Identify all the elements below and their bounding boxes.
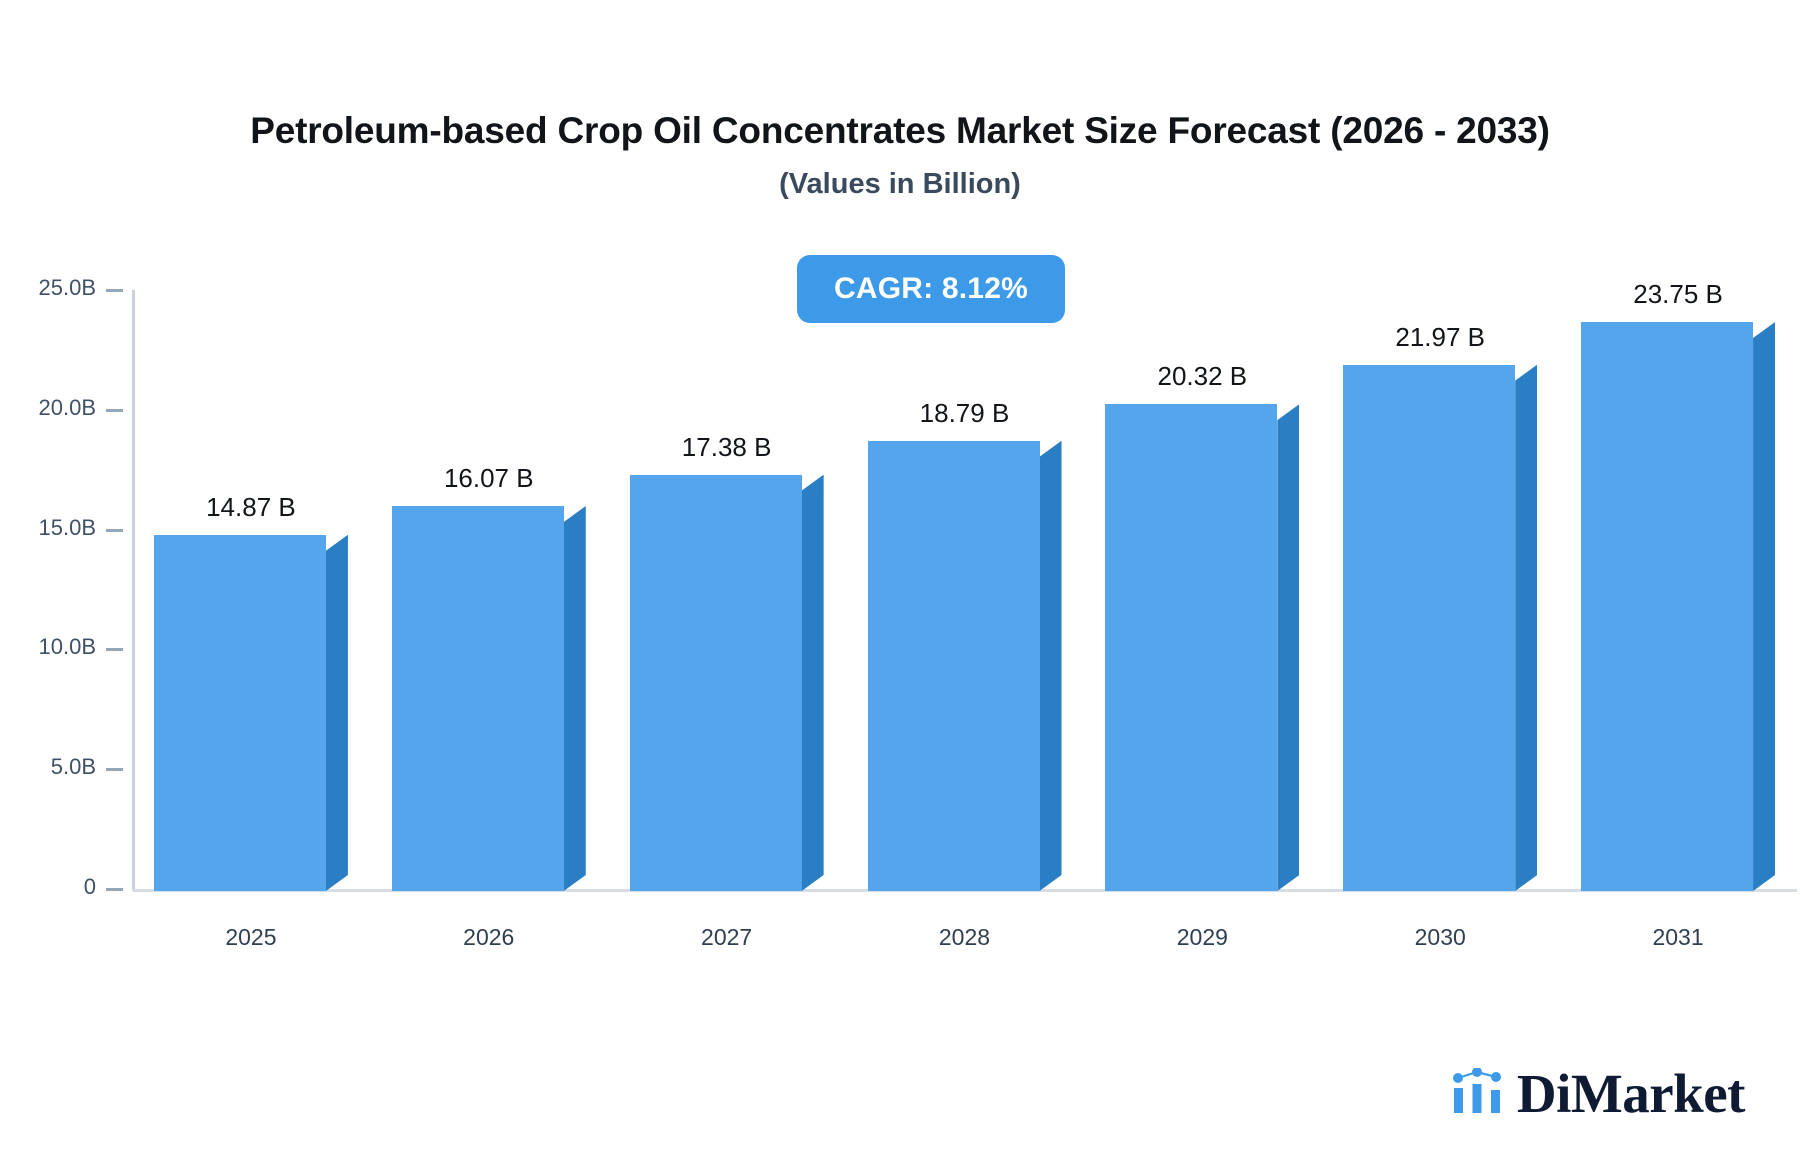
bar-group: 18.79 B 2028 <box>132 0 1797 1156</box>
bar-value-label: 20.32 B <box>1157 361 1248 392</box>
x-axis-tick-label: 2028 <box>938 924 991 950</box>
bar-side-face <box>802 475 824 891</box>
y-axis-line <box>132 290 135 891</box>
bar-value-label: 16.07 B <box>443 462 534 493</box>
bar[interactable] <box>1105 404 1278 891</box>
bar[interactable] <box>1343 364 1516 891</box>
y-axis-tick-mark <box>106 408 123 412</box>
y-axis-tick-label: 15.0B <box>38 514 97 540</box>
x-axis-tick-label: 2026 <box>463 924 515 950</box>
x-axis-tick-label: 2025 <box>225 924 277 950</box>
cagr-badge-label: CAGR: 8.12% <box>834 272 1028 305</box>
bar-group: 14.87 B 2025 <box>132 0 1797 1156</box>
dimarket-logo: DiMarket <box>1452 1063 1746 1124</box>
bar-side-face-shade <box>1277 404 1299 891</box>
bar-side-face-shade <box>326 535 348 891</box>
y-axis-tick-label: 20.0B <box>38 394 97 420</box>
bar-value-label: 17.38 B <box>681 431 772 462</box>
bar-side-face <box>1753 322 1775 891</box>
bar-value-label: 21.97 B <box>1395 321 1486 352</box>
y-axis-tick-label: 10.0B <box>38 634 97 660</box>
bar-chart-logo-icon <box>1452 1067 1504 1119</box>
bar-side-face <box>1277 404 1299 891</box>
bar-side-face <box>1040 441 1062 891</box>
bar-group: 16.07 B 2026 <box>132 0 1797 1156</box>
bar-side-face <box>1515 365 1537 891</box>
y-axis-tick-mark <box>106 768 123 772</box>
bar[interactable] <box>391 505 564 891</box>
y-axis-tick-mark <box>106 888 123 891</box>
bar-group: 21.97 B 2030 <box>132 0 1797 1156</box>
y-axis-tick-mark <box>106 648 123 652</box>
y-axis-tick-label: 0 <box>83 874 96 899</box>
bar[interactable] <box>629 474 802 891</box>
y-axis-tick-label: 5.0B <box>50 754 96 780</box>
bars-layer: 14.87 B 2025 16.07 B 2026 17.38 B 2027 18.79 B… <box>132 0 1797 1156</box>
bar-value-label: 18.79 B <box>919 397 1010 428</box>
bar[interactable] <box>153 534 326 891</box>
bar-side-face-shade <box>802 475 824 891</box>
x-axis-tick-label: 2031 <box>1652 924 1704 950</box>
bar-group: 17.38 B 2027 <box>132 0 1797 1156</box>
x-axis-tick-label: 2030 <box>1414 924 1466 950</box>
bar[interactable] <box>867 440 1040 891</box>
logo-text: DiMarket <box>1516 1063 1746 1124</box>
bar-side-face-shade <box>564 506 586 891</box>
page-title: Petroleum-based Crop Oil Concentrates Ma… <box>250 110 1550 151</box>
bar-side-face <box>564 506 586 891</box>
y-axis-tick-mark <box>106 289 123 292</box>
bar-value-label: 23.75 B <box>1633 278 1723 309</box>
bar-side-face <box>326 535 348 891</box>
chart-subtitle: (Values in Billion) <box>779 168 1021 200</box>
bar-side-face-shade <box>1515 365 1537 891</box>
x-axis-tick-label: 2029 <box>1176 924 1228 950</box>
cagr-badge: CAGR: 8.12% <box>797 255 1065 323</box>
bar[interactable] <box>1581 321 1754 891</box>
y-axis-tick-mark <box>106 528 123 532</box>
bar-group: 23.75 B 2031 <box>132 0 1797 1156</box>
bar-side-face-shade <box>1753 322 1775 891</box>
bar-side-face-shade <box>1040 441 1062 891</box>
x-axis-tick-label: 2027 <box>701 924 753 950</box>
y-axis-tick-label: 25.0B <box>38 275 97 300</box>
bar-value-label: 14.87 B <box>206 491 296 522</box>
bar-group: 20.32 B 2029 <box>132 0 1797 1156</box>
